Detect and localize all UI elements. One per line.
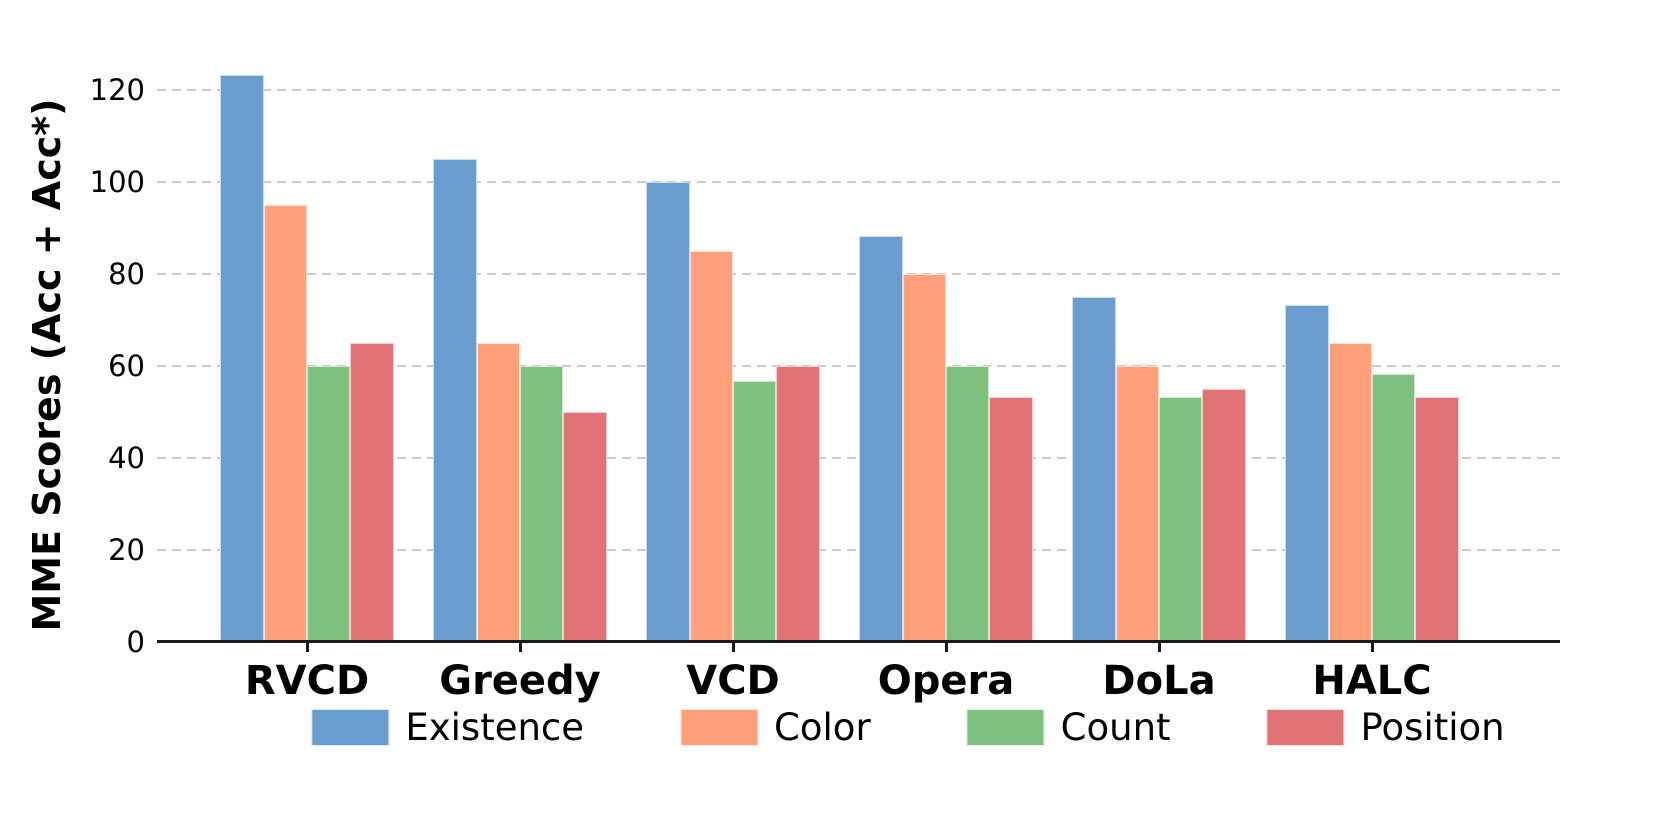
bar-color-dola <box>1115 366 1159 642</box>
legend-item-position: Position <box>1266 706 1505 749</box>
x-tick-label-vcd: VCD <box>686 658 780 704</box>
legend-label-position: Position <box>1360 706 1505 749</box>
gridline-40 <box>157 457 1560 459</box>
x-tick-label-greedy: Greedy <box>439 658 601 704</box>
x-tick-mark-halc <box>1370 643 1374 652</box>
x-tick-mark-rvcd <box>305 643 309 652</box>
legend-swatch-position <box>1266 709 1345 746</box>
bar-existence-vcd <box>646 182 690 642</box>
bar-existence-rvcd <box>220 74 264 642</box>
bar-color-halc <box>1328 343 1372 642</box>
bar-count-greedy <box>520 366 564 642</box>
x-tick-label-halc: HALC <box>1312 658 1432 704</box>
y-tick-label-40: 40 <box>108 441 145 475</box>
y-axis-label: MME Scores (Acc + Acc*) <box>25 98 69 632</box>
bar-existence-halc <box>1285 304 1329 642</box>
legend-item-color: Color <box>680 706 871 749</box>
bar-position-greedy <box>563 412 607 642</box>
x-tick-label-rvcd: RVCD <box>244 658 370 704</box>
gridline-20 <box>157 549 1560 551</box>
legend-swatch-existence <box>311 709 390 746</box>
bar-position-halc <box>1415 396 1459 642</box>
bar-color-rvcd <box>263 205 307 642</box>
bar-count-halc <box>1372 373 1416 642</box>
bar-position-dola <box>1202 389 1246 642</box>
bar-count-vcd <box>733 381 777 642</box>
x-tick-mark-greedy <box>518 643 522 652</box>
bar-color-vcd <box>689 251 733 642</box>
gridline-120 <box>157 89 1560 91</box>
x-tick-label-dola: DoLa <box>1102 658 1216 704</box>
bar-position-rvcd <box>350 343 394 642</box>
x-tick-label-opera: Opera <box>877 658 1015 704</box>
legend-label-existence: Existence <box>405 706 585 749</box>
gridline-100 <box>157 181 1560 183</box>
bar-count-rvcd <box>307 366 351 642</box>
bar-existence-greedy <box>433 159 477 642</box>
bar-color-greedy <box>476 343 520 642</box>
legend-swatch-color <box>680 709 759 746</box>
y-tick-label-100: 100 <box>89 165 145 199</box>
legend-label-color: Color <box>774 706 871 749</box>
x-tick-mark-dola <box>1157 643 1161 652</box>
y-tick-label-0: 0 <box>126 625 145 659</box>
x-axis-line <box>157 640 1560 643</box>
plot-area <box>157 44 1560 642</box>
legend-item-count: Count <box>966 706 1171 749</box>
legend-swatch-count <box>966 709 1045 746</box>
bar-count-dola <box>1159 396 1203 642</box>
bar-position-vcd <box>776 366 820 642</box>
legend: Existence Color Count Position <box>311 706 1505 749</box>
legend-item-existence: Existence <box>311 706 584 749</box>
y-tick-label-80: 80 <box>108 257 145 291</box>
y-tick-label-120: 120 <box>89 73 145 107</box>
x-tick-mark-vcd <box>731 643 735 652</box>
legend-label-count: Count <box>1060 706 1171 749</box>
y-tick-label-20: 20 <box>108 533 145 567</box>
bar-existence-opera <box>859 235 903 642</box>
gridline-80 <box>157 273 1560 275</box>
y-tick-label-60: 60 <box>108 349 145 383</box>
bar-existence-dola <box>1072 297 1116 642</box>
bar-position-opera <box>989 396 1033 642</box>
bar-count-opera <box>946 366 990 642</box>
bar-color-opera <box>902 274 946 642</box>
gridline-60 <box>157 365 1560 367</box>
x-tick-mark-opera <box>944 643 948 652</box>
